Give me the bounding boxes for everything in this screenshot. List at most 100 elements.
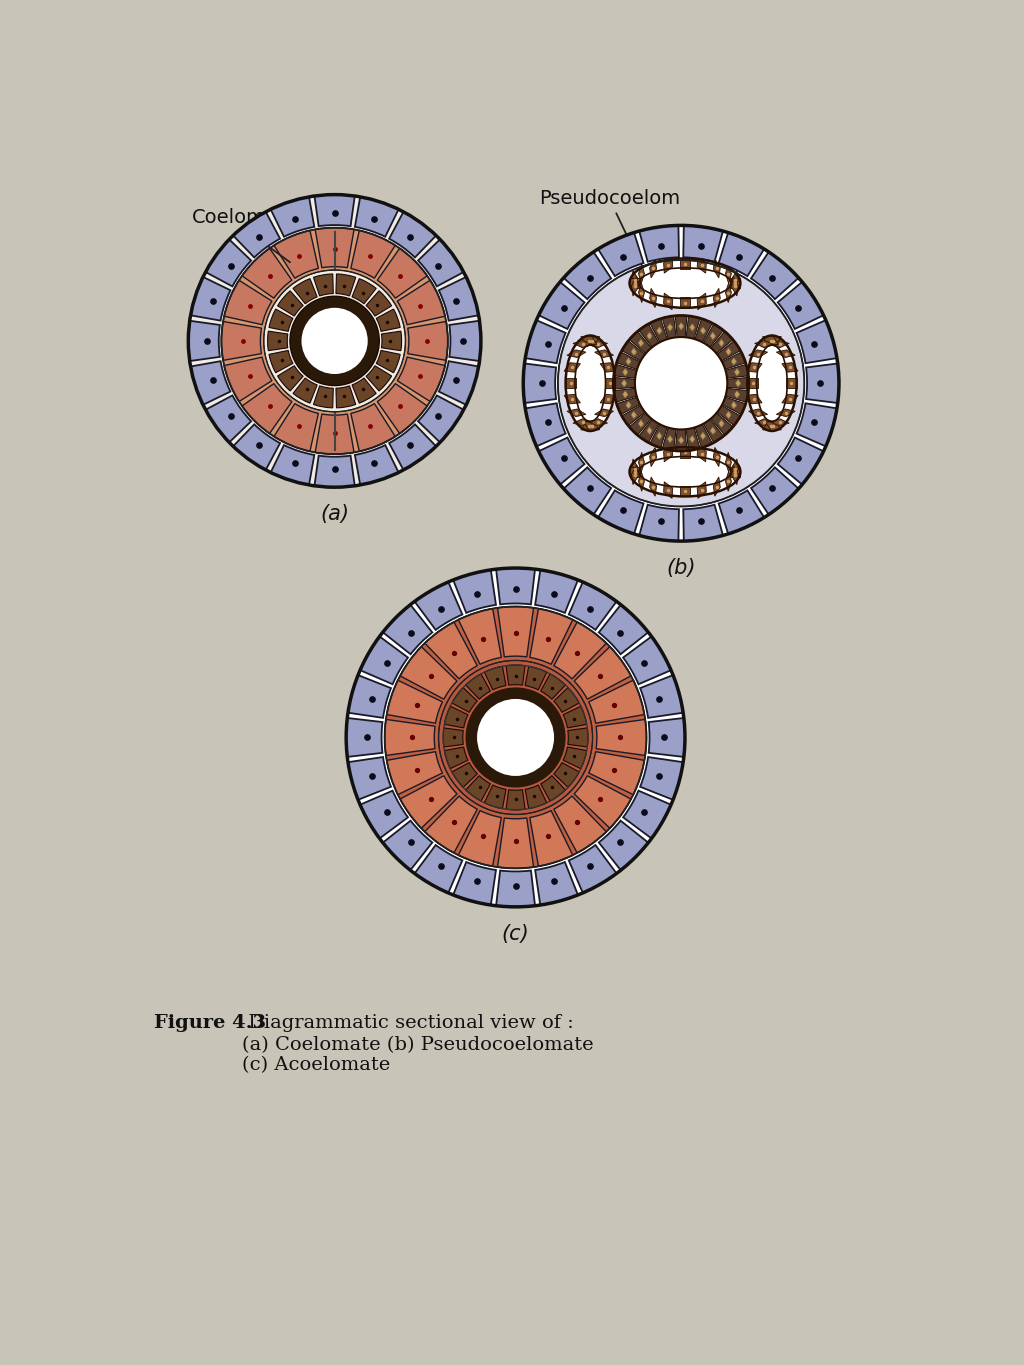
Wedge shape: [389, 425, 436, 470]
Wedge shape: [695, 318, 713, 343]
Wedge shape: [224, 280, 272, 325]
Wedge shape: [387, 680, 442, 723]
Wedge shape: [797, 321, 837, 363]
Wedge shape: [751, 467, 799, 515]
Wedge shape: [418, 396, 464, 442]
Wedge shape: [622, 405, 645, 426]
Wedge shape: [278, 366, 303, 390]
Wedge shape: [382, 332, 401, 351]
Wedge shape: [506, 665, 525, 685]
Wedge shape: [727, 377, 749, 389]
Wedge shape: [498, 818, 534, 868]
Wedge shape: [525, 403, 565, 446]
Wedge shape: [267, 332, 288, 351]
Wedge shape: [613, 388, 637, 403]
Circle shape: [264, 270, 406, 412]
Wedge shape: [554, 622, 606, 678]
Wedge shape: [568, 845, 616, 893]
Wedge shape: [613, 377, 635, 389]
Polygon shape: [668, 435, 673, 444]
Polygon shape: [763, 336, 778, 345]
Wedge shape: [443, 728, 463, 747]
Polygon shape: [564, 394, 581, 404]
Wedge shape: [624, 636, 671, 684]
Polygon shape: [639, 452, 644, 472]
Polygon shape: [581, 336, 597, 345]
Wedge shape: [650, 425, 668, 448]
Wedge shape: [496, 568, 535, 605]
Wedge shape: [444, 706, 468, 728]
Polygon shape: [734, 369, 739, 375]
Wedge shape: [336, 386, 355, 408]
Polygon shape: [649, 259, 656, 278]
Wedge shape: [360, 790, 408, 838]
Polygon shape: [631, 411, 637, 419]
Wedge shape: [233, 425, 281, 470]
Polygon shape: [595, 410, 613, 416]
Wedge shape: [274, 231, 318, 278]
Wedge shape: [589, 752, 644, 794]
Polygon shape: [719, 419, 724, 427]
Circle shape: [466, 688, 565, 788]
Wedge shape: [425, 622, 477, 678]
Polygon shape: [782, 363, 798, 373]
Polygon shape: [731, 401, 736, 410]
Wedge shape: [599, 820, 648, 871]
Wedge shape: [622, 341, 645, 360]
Wedge shape: [563, 747, 587, 768]
Polygon shape: [567, 349, 586, 358]
Wedge shape: [624, 790, 671, 838]
Wedge shape: [355, 445, 398, 485]
Polygon shape: [584, 336, 600, 345]
Wedge shape: [242, 384, 292, 434]
Polygon shape: [776, 410, 796, 416]
Wedge shape: [313, 386, 333, 408]
Wedge shape: [719, 490, 764, 534]
Ellipse shape: [748, 336, 797, 431]
Polygon shape: [626, 401, 631, 410]
Wedge shape: [459, 811, 502, 867]
Wedge shape: [539, 438, 585, 485]
Polygon shape: [588, 340, 607, 348]
Polygon shape: [647, 332, 652, 340]
Wedge shape: [360, 636, 408, 684]
Wedge shape: [663, 315, 676, 339]
Circle shape: [635, 337, 727, 430]
Wedge shape: [797, 403, 837, 446]
Wedge shape: [190, 362, 230, 405]
Polygon shape: [664, 482, 673, 498]
Wedge shape: [539, 283, 585, 329]
Wedge shape: [683, 505, 723, 541]
Polygon shape: [680, 298, 690, 307]
Wedge shape: [717, 341, 740, 360]
Wedge shape: [293, 378, 317, 403]
Wedge shape: [484, 785, 506, 808]
Wedge shape: [270, 445, 314, 485]
Wedge shape: [523, 363, 556, 403]
Wedge shape: [563, 253, 611, 299]
Polygon shape: [749, 410, 768, 416]
Polygon shape: [745, 363, 762, 373]
Polygon shape: [770, 419, 790, 426]
Polygon shape: [664, 293, 673, 310]
Polygon shape: [714, 288, 720, 307]
Wedge shape: [574, 647, 631, 699]
Polygon shape: [734, 390, 739, 399]
Wedge shape: [355, 197, 398, 236]
Wedge shape: [568, 581, 616, 629]
Circle shape: [477, 699, 554, 775]
Wedge shape: [640, 676, 683, 718]
Wedge shape: [224, 358, 272, 401]
Polygon shape: [639, 283, 644, 303]
Wedge shape: [418, 239, 464, 287]
Polygon shape: [656, 326, 662, 334]
Wedge shape: [563, 706, 587, 728]
Wedge shape: [806, 363, 839, 403]
Wedge shape: [439, 362, 478, 405]
Wedge shape: [663, 427, 676, 450]
Wedge shape: [496, 871, 535, 906]
Polygon shape: [745, 394, 762, 404]
Wedge shape: [387, 752, 442, 794]
Wedge shape: [777, 283, 823, 329]
Wedge shape: [554, 796, 606, 853]
